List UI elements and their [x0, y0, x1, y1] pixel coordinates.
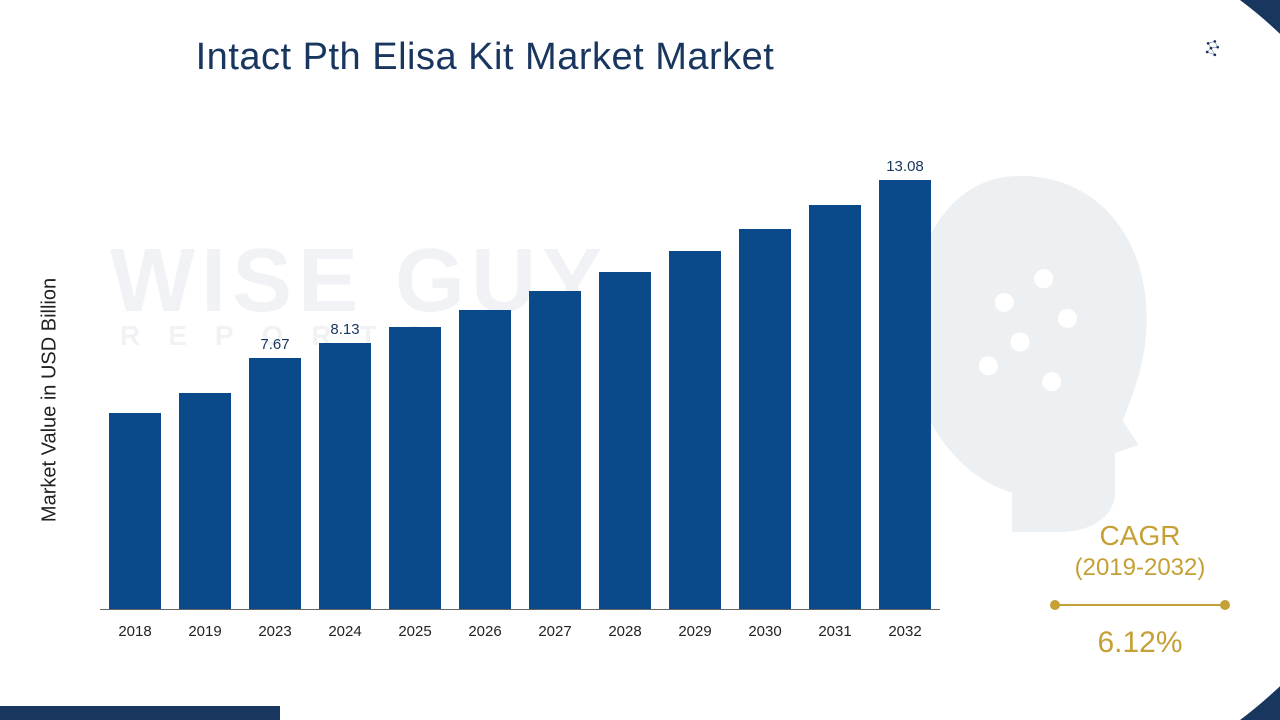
stage: Intact Pth Elisa Kit Market Market WISE …: [0, 0, 1280, 720]
x-tick-label: 2026: [450, 623, 520, 640]
bar-2023: 7.67: [240, 150, 310, 610]
bar-2024: 8.13: [310, 150, 380, 610]
bar-2030: [730, 150, 800, 610]
bar-2026: [450, 150, 520, 610]
bar-value-label: 7.67: [249, 336, 301, 353]
bar-chart: Market Value in USD Billion 7.67 8.13 13.0…: [40, 150, 940, 650]
bar-2031: [800, 150, 870, 610]
bars-container: 7.67 8.13 13.08: [100, 150, 940, 610]
bar-2027: [520, 150, 590, 610]
bar-2032: 13.08: [870, 150, 940, 610]
bar: [109, 413, 161, 610]
bar-value-label: 8.13: [319, 321, 371, 338]
bar: [179, 393, 231, 610]
cagr-divider: [1055, 604, 1225, 606]
bar: [459, 310, 511, 610]
head-icon: [1188, 28, 1234, 74]
bar: [739, 229, 791, 610]
plot-area: 7.67 8.13 13.08: [100, 150, 940, 610]
x-axis-line: [100, 609, 940, 610]
x-ticks: 2018201920232024202520262027202820292030…: [100, 623, 940, 640]
bar-2025: [380, 150, 450, 610]
x-tick-label: 2029: [660, 623, 730, 640]
cagr-label: CAGR: [1030, 520, 1250, 552]
bar: 7.67: [249, 358, 301, 610]
bar: 13.08: [879, 180, 931, 610]
x-tick-label: 2018: [100, 623, 170, 640]
bar-value-label: 13.08: [879, 158, 931, 175]
cagr-range: (2019-2032): [1030, 554, 1250, 582]
bar: 8.13: [319, 343, 371, 610]
bar: [809, 205, 861, 610]
bar: [599, 272, 651, 610]
bar: [529, 291, 581, 610]
x-tick-label: 2032: [870, 623, 940, 640]
x-tick-label: 2028: [590, 623, 660, 640]
bar: [389, 327, 441, 610]
x-tick-label: 2025: [380, 623, 450, 640]
x-tick-label: 2024: [310, 623, 380, 640]
x-tick-label: 2030: [730, 623, 800, 640]
x-tick-label: 2023: [240, 623, 310, 640]
bar-2028: [590, 150, 660, 610]
x-tick-label: 2031: [800, 623, 870, 640]
bar-2029: [660, 150, 730, 610]
brand-line2: R E P O R T S: [990, 76, 1250, 94]
y-axis-label: Market Value in USD Billion: [39, 278, 62, 522]
brand-logo: WISE GUY R E P O R T S: [990, 28, 1250, 94]
x-tick-label: 2019: [170, 623, 240, 640]
cagr-box: CAGR (2019-2032) 6.12%: [1030, 520, 1250, 660]
page-title: Intact Pth Elisa Kit Market Market: [0, 36, 970, 79]
footer-strip: [0, 706, 280, 720]
cagr-value: 6.12%: [1030, 626, 1250, 660]
bar-2019: [170, 150, 240, 610]
bar: [669, 251, 721, 610]
brand-line1: WISE GUY: [990, 34, 1180, 68]
bar-2018: [100, 150, 170, 610]
x-tick-label: 2027: [520, 623, 590, 640]
